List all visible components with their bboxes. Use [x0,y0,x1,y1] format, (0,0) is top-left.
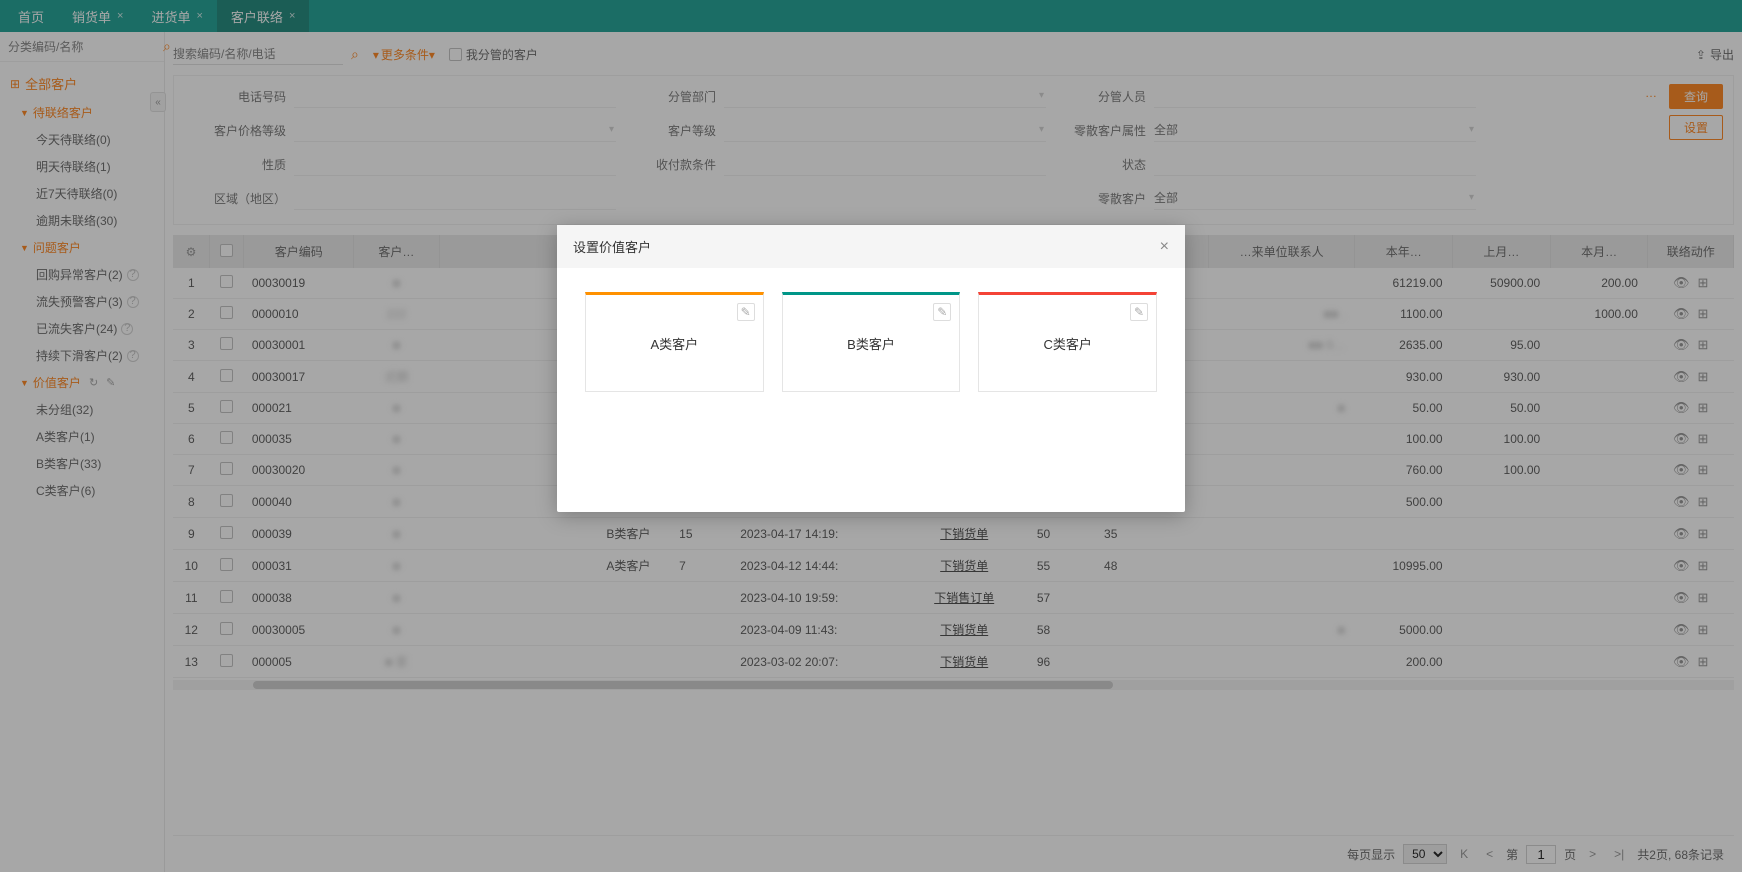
card-label: A类客户 [651,334,699,353]
edit-icon[interactable]: ✎ [933,303,951,321]
modal-title: 设置价值客户 [573,237,651,256]
edit-icon[interactable]: ✎ [737,303,755,321]
value-card[interactable]: ✎ A类客户 [585,292,764,392]
value-card[interactable]: ✎ C类客户 [978,292,1157,392]
value-card[interactable]: ✎ B类客户 [782,292,961,392]
close-icon[interactable]: × [1160,239,1169,255]
card-label: B类客户 [847,334,895,353]
edit-icon[interactable]: ✎ [1130,303,1148,321]
modal-overlay[interactable]: 设置价值客户 × ✎ A类客户 ✎ B类客户 ✎ C类客户 [0,0,1742,872]
card-label: C类客户 [1043,334,1091,353]
value-customer-modal: 设置价值客户 × ✎ A类客户 ✎ B类客户 ✎ C类客户 [557,225,1185,512]
